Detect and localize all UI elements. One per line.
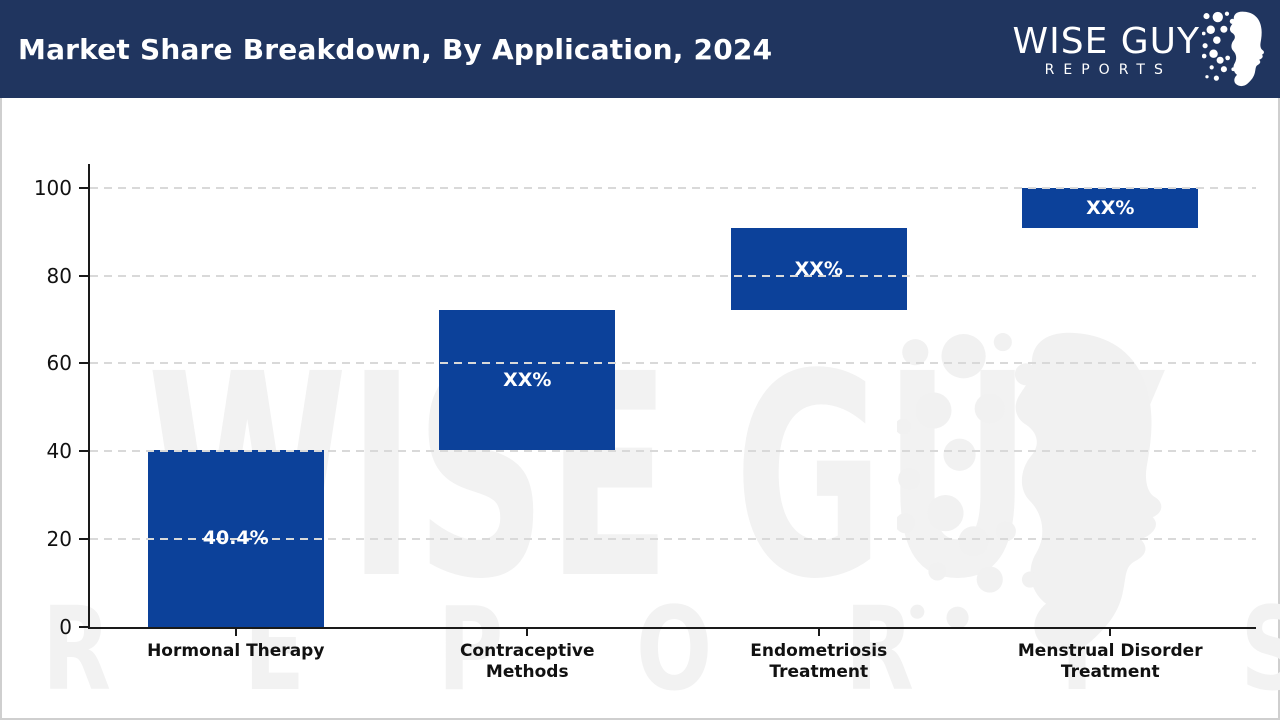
x-category-label: Contraceptive Methods [382, 641, 674, 684]
x-category-line: Menstrual Disorder [1017, 641, 1203, 661]
y-tick-label: 40 [46, 439, 72, 464]
bar-value-label: 40.4% [202, 527, 269, 550]
page-title: Market Share Breakdown, By Application, … [18, 32, 773, 66]
x-category-line: Treatment [1060, 662, 1160, 683]
gridline [90, 274, 1256, 277]
y-tick-label: 80 [46, 263, 72, 288]
x-category-line: Hormonal Therapy [147, 641, 325, 661]
gridline [90, 450, 1256, 453]
x-axis-tick [817, 627, 820, 636]
x-category-line: Endometriosis [750, 641, 888, 661]
bar-value-label: XX% [503, 368, 552, 391]
x-axis-tick [1109, 627, 1112, 636]
waterfall-bar [730, 227, 907, 310]
logo-wordmark: WISE GUY [1012, 21, 1200, 62]
x-category-label: Endometriosis Treatment [673, 641, 965, 684]
y-axis-tick [79, 538, 88, 541]
y-tick-label: 60 [46, 351, 72, 376]
x-axis-tick [234, 627, 237, 636]
y-axis-tick [79, 362, 88, 365]
dotted-head-icon [1202, 11, 1264, 87]
x-category-line: Methods [485, 662, 569, 683]
bar-value-label: XX% [794, 257, 843, 280]
waterfall-bar [1022, 187, 1199, 228]
logo-subtitle: REPORTS [1044, 62, 1172, 78]
x-category-label: Menstrual Disorder Treatment [965, 641, 1257, 684]
x-category-line: Treatment [769, 662, 869, 683]
wise-guy-logo: WISE GUY REPORTS [1013, 0, 1267, 98]
gridline [90, 186, 1256, 189]
header-bar: Market Share Breakdown, By Application, … [0, 0, 1280, 98]
x-axis-tick [526, 627, 529, 636]
x-category-line: Contraceptive [459, 641, 595, 661]
plot-area: 40.4% Hormonal Therapy XX% Contraceptive Met… [34, 164, 1256, 682]
bar-value-label: XX% [1086, 196, 1135, 219]
y-axis-tick [79, 626, 88, 628]
y-axis-tick [79, 450, 88, 453]
y-axis-tick [79, 274, 88, 277]
waterfall-bar [439, 309, 616, 450]
y-tick-label: 20 [46, 527, 72, 552]
y-axis-tick [79, 186, 88, 189]
x-category-label: Hormonal Therapy [90, 641, 382, 662]
gridline [90, 538, 1256, 541]
gridline [90, 362, 1256, 365]
y-tick-label: 100 [33, 175, 72, 200]
y-tick-label: 0 [59, 615, 72, 639]
